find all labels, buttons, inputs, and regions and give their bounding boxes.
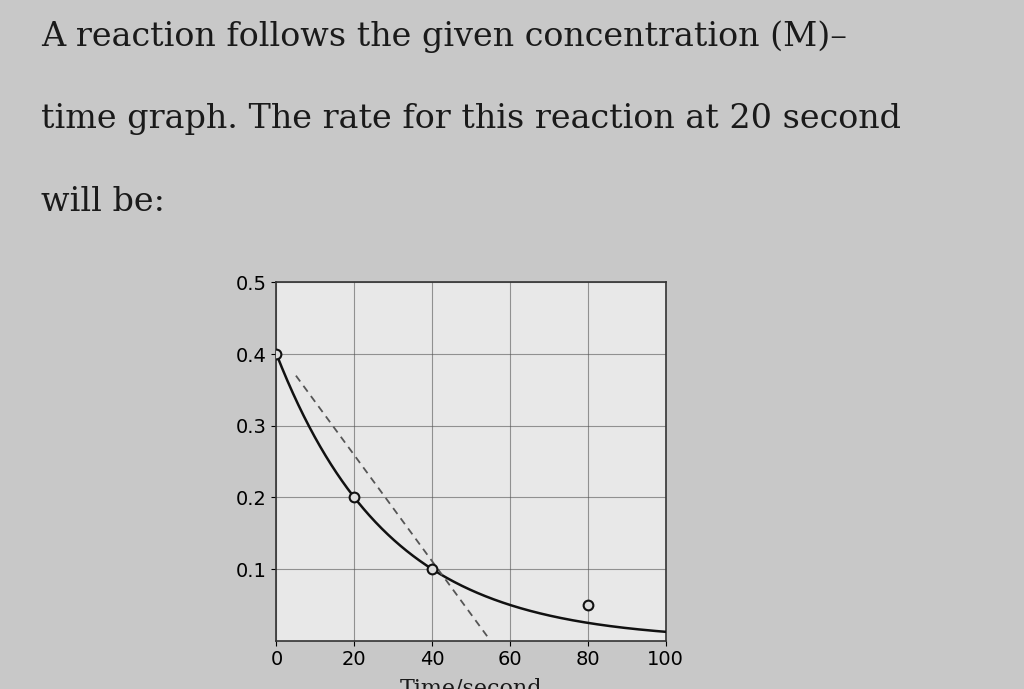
X-axis label: Time/second: Time/second	[399, 678, 543, 689]
Text: will be:: will be:	[41, 186, 165, 218]
Text: A reaction follows the given concentration (M)–: A reaction follows the given concentrati…	[41, 21, 847, 53]
Text: time graph. The rate for this reaction at 20 second: time graph. The rate for this reaction a…	[41, 103, 901, 135]
